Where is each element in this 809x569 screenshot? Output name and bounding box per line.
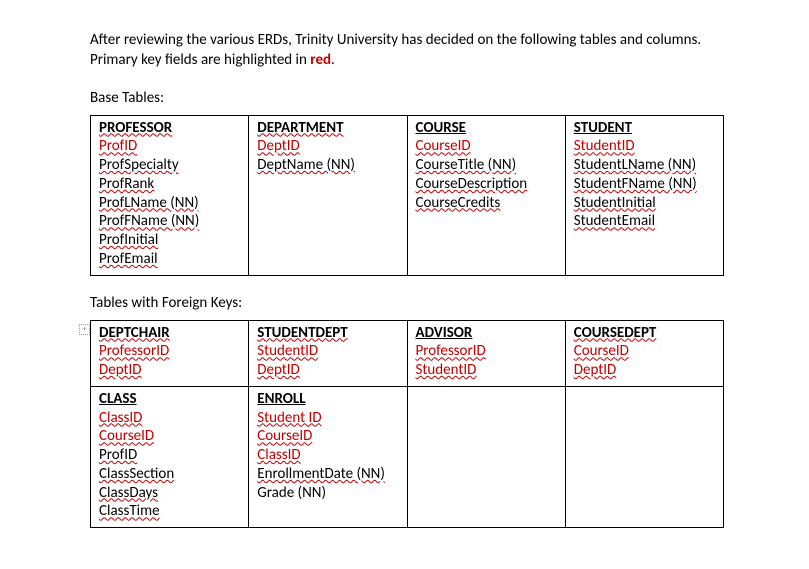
intro-line1: After reviewing the various ERDs, Trinit… [90,31,701,49]
field-coursecredits: CourseCredits [416,194,501,212]
anchor-marker-icon: + [79,324,90,335]
cell-advisor: ADVISOR ProfessorID StudentID [407,320,565,386]
field-coursetitle: CourseTitle (NN) [416,156,517,174]
table-name-enroll: ENROLL [257,390,305,408]
table-name-department: DEPARTMENT [257,119,343,137]
fk-tables-label: Tables with Foreign Keys: [90,294,724,312]
table-name-student: STUDENT [574,119,632,137]
field-profinitial: ProfInitial [99,231,158,249]
field-class-time: ClassTime [99,502,160,520]
field-class-section: ClassSection [99,465,174,483]
table-name-advisor: ADVISOR [416,324,473,342]
field-studentfname: StudentFName (NN) [574,175,697,193]
cell-student: STUDENT StudentID StudentLName (NN) Stud… [565,115,723,275]
field-profemail: ProfEmail [99,250,158,268]
key-class-classid: ClassID [99,409,142,427]
cell-coursedept: COURSEDEPT CourseID DeptID [565,320,723,386]
field-profrank: ProfRank [99,175,154,193]
key-advisor-studentid: StudentID [416,361,477,379]
intro-paragraph: After reviewing the various ERDs, Trinit… [90,30,724,71]
cell-enroll: ENROLL Student ID CourseID ClassID Enrol… [249,386,407,527]
cell-empty-2 [565,386,723,527]
field-class-days: ClassDays [99,484,158,502]
table-name-class: CLASS [99,390,137,408]
key-deptchair-professorid: ProfessorID [99,342,169,360]
key-enroll-classid: ClassID [257,446,300,464]
cell-course: COURSE CourseID CourseTitle (NN) CourseD… [407,115,565,275]
field-enroll-date: EnrollmentDate (NN) [257,465,385,483]
fk-wrapper: + DEPTCHAIR ProfessorID DeptID STUDENTDE… [90,320,724,529]
field-proflname: ProfLName (NN) [99,194,199,212]
table-name-deptchair: DEPTCHAIR [99,324,170,342]
key-studentdept-deptid: DeptID [257,361,300,379]
key-enroll-courseid: CourseID [257,427,312,445]
key-deptchair-deptid: DeptID [99,361,142,379]
key-advisor-professorid: ProfessorID [416,342,486,360]
cell-department: DEPARTMENT DeptID DeptName (NN) [249,115,407,275]
field-class-profid: ProfID [99,446,137,464]
key-coursedept-deptid: DeptID [574,361,617,379]
pk-studentid: StudentID [574,137,635,155]
field-enroll-grade: Grade (NN) [257,484,326,502]
field-coursedescription: CourseDescription [416,175,528,193]
base-tables-label: Base Tables: [90,89,724,107]
key-coursedept-courseid: CourseID [574,342,629,360]
key-enroll-studentid: Student ID [257,409,321,427]
intro-line2c: . [331,51,335,69]
cell-professor: PROFESSOR ProfID ProfSpecialty ProfRank … [91,115,249,275]
pk-profid: ProfID [99,137,137,155]
key-class-courseid: CourseID [99,427,154,445]
table-name-professor: PROFESSOR [99,119,172,137]
table-name-course: COURSE [416,119,466,137]
field-deptname: DeptName (NN) [257,156,355,174]
intro-red-word: red [310,51,331,69]
fk-tables-grid: DEPTCHAIR ProfessorID DeptID STUDENTDEPT… [90,320,724,529]
cell-class: CLASS ClassID CourseID ProfID ClassSecti… [91,386,249,527]
table-name-studentdept: STUDENTDEPT [257,324,347,342]
field-proffname: ProfFName (NN) [99,212,199,230]
document-page: After reviewing the various ERDs, Trinit… [0,0,809,566]
intro-line2a: Primary key fields are highlighted in [90,51,310,69]
field-studentinitial: StudentInitial [574,194,656,212]
field-profspecialty: ProfSpecialty [99,156,179,174]
cell-empty-1 [407,386,565,527]
base-tables-grid: PROFESSOR ProfID ProfSpecialty ProfRank … [90,115,724,276]
pk-deptid: DeptID [257,137,300,155]
key-studentdept-studentid: StudentID [257,342,318,360]
cell-studentdept: STUDENTDEPT StudentID DeptID [249,320,407,386]
field-studentemail: StudentEmail [574,212,655,230]
table-name-coursedept: COURSEDEPT [574,324,657,342]
field-studentlname: StudentLName (NN) [574,156,696,174]
pk-courseid: CourseID [416,137,471,155]
cell-deptchair: DEPTCHAIR ProfessorID DeptID [91,320,249,386]
